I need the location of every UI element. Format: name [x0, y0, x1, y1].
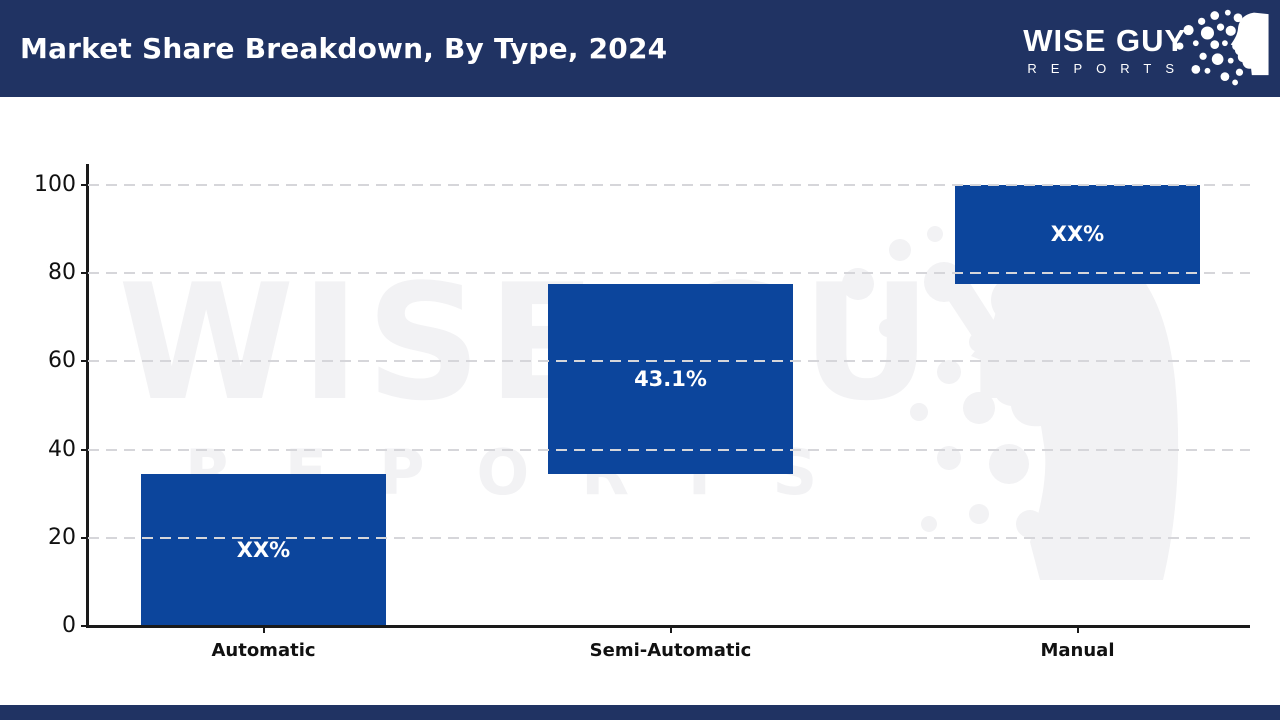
- bar-automatic: [141, 473, 386, 626]
- x-tick-automatic: [262, 626, 265, 633]
- x-axis-line: [86, 625, 1250, 628]
- y-tick-100: [81, 184, 88, 186]
- bar-value-label-semi-automatic: 43.1%: [634, 366, 707, 391]
- y-tick-label-80: 80: [48, 260, 76, 286]
- wiseguy-head-icon: [1176, 9, 1269, 86]
- gridline-60: [88, 360, 1250, 363]
- y-axis-line: [86, 164, 89, 628]
- y-tick-label-100: 100: [34, 172, 76, 197]
- y-tick-20: [81, 536, 88, 539]
- bar-semi-automatic: [548, 283, 793, 474]
- y-tick-0: [81, 625, 88, 627]
- y-tick-label-0: 0: [62, 613, 76, 638]
- footer-bar: [0, 705, 1280, 720]
- bar-value-label-manual: XX%: [1050, 222, 1105, 247]
- page-title: Market Share Breakdown, By Type, 2024: [20, 32, 668, 65]
- wiseguy-logo-reports: REPORTS: [1027, 60, 1188, 76]
- x-tick-semi-automatic: [669, 626, 672, 633]
- y-tick-40: [81, 448, 88, 451]
- gridline-20: [88, 536, 1250, 539]
- x-tick-manual: [1076, 626, 1079, 633]
- y-tick-label-20: 20: [48, 524, 76, 550]
- x-axis-label-automatic: Automatic: [211, 640, 316, 661]
- y-tick-label-40: 40: [48, 436, 76, 462]
- gridline-40: [88, 448, 1250, 451]
- gridline-80: [88, 272, 1250, 275]
- gridline-100: [88, 184, 1250, 186]
- wiseguy-logo: WISE GUY REPORTS: [1021, 4, 1270, 94]
- y-tick-60: [81, 360, 88, 363]
- y-tick-label-60: 60: [48, 348, 76, 374]
- bar-manual: [955, 185, 1200, 284]
- wiseguy-logo-text: WISE GUY REPORTS: [1021, 23, 1188, 76]
- header-bar: Market Share Breakdown, By Type, 2024 WI…: [0, 0, 1280, 97]
- y-tick-80: [81, 272, 88, 275]
- bar-value-label-automatic: XX%: [236, 537, 291, 562]
- x-axis-label-manual: Manual: [1040, 640, 1115, 661]
- wiseguy-logo-wordmark: WISE GUY: [1023, 22, 1187, 58]
- x-axis-label-semi-automatic: Semi-Automatic: [589, 640, 752, 661]
